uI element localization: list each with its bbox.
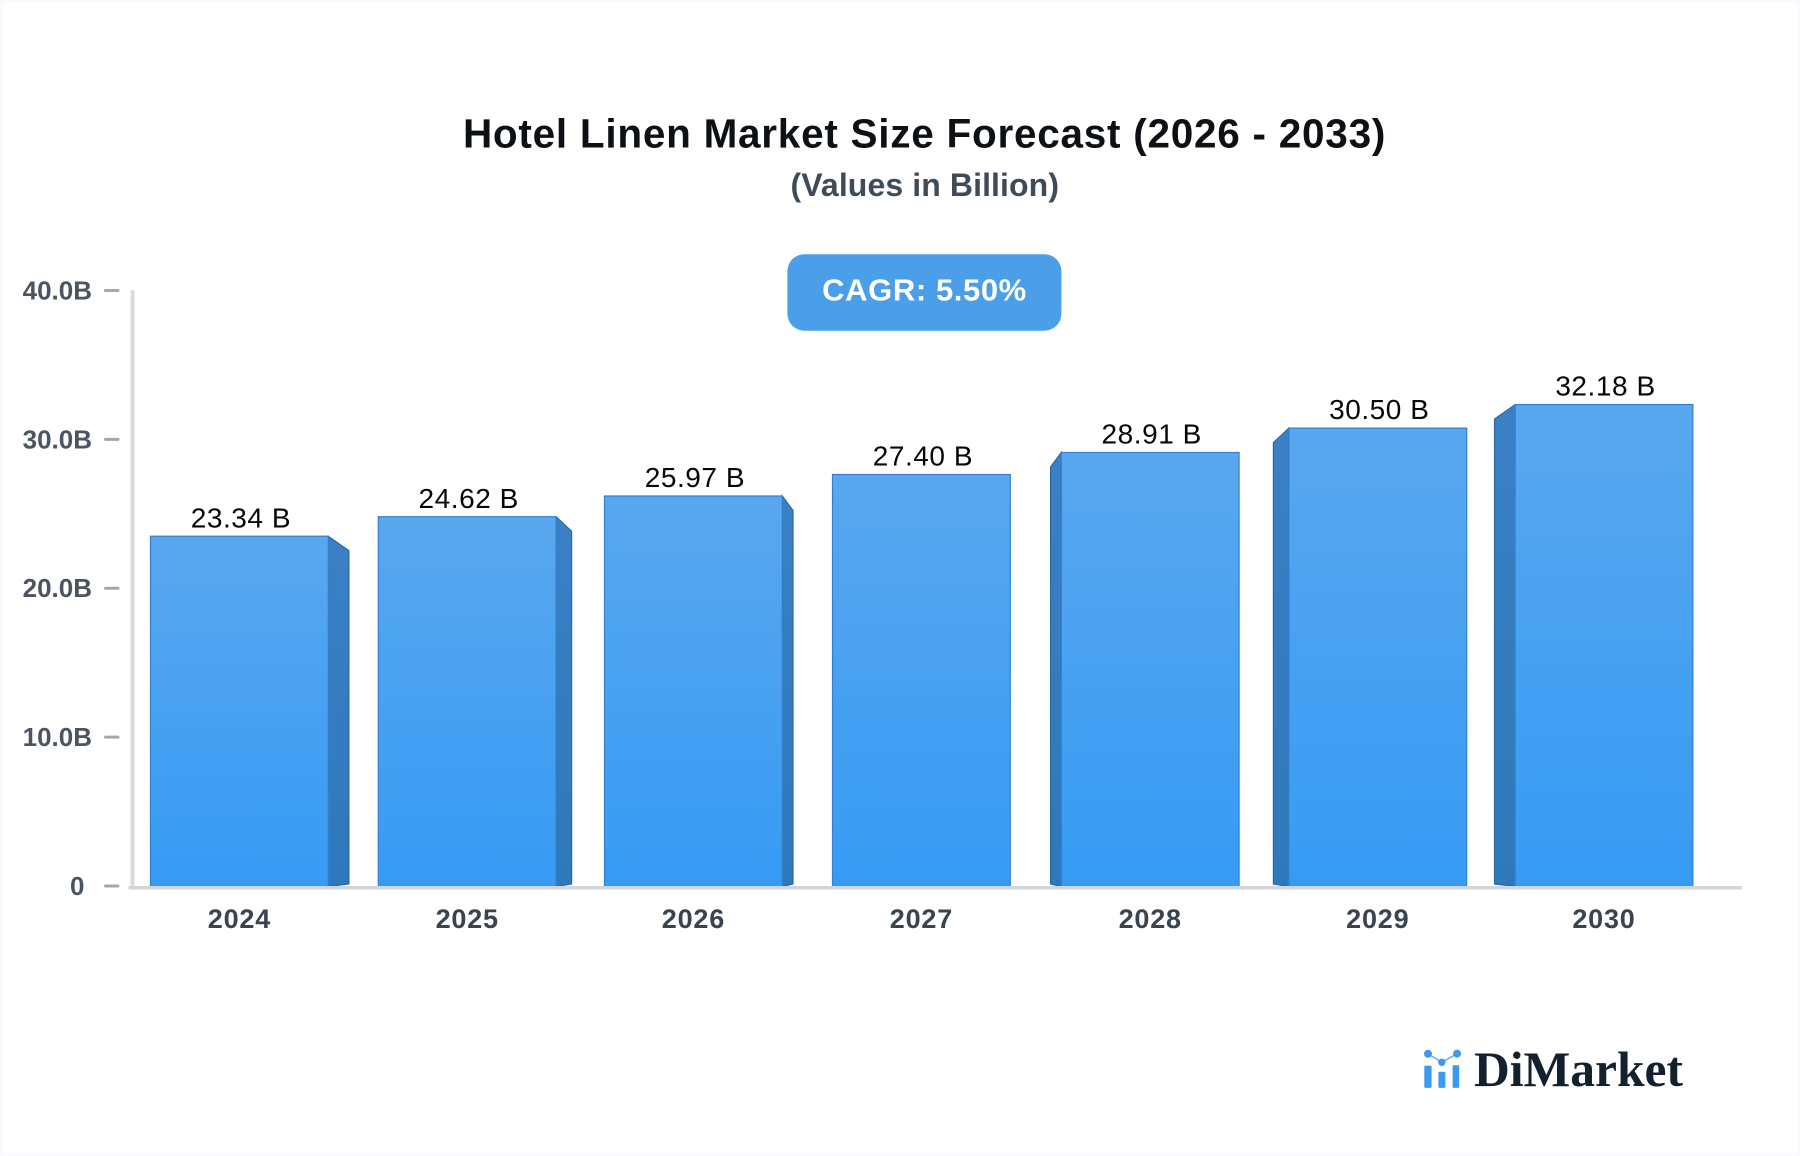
- svg-text:2027: 2027: [890, 904, 953, 934]
- svg-text:0: 0: [70, 871, 84, 901]
- svg-text:30.0B: 30.0B: [23, 424, 92, 454]
- svg-text:2025: 2025: [436, 904, 499, 934]
- svg-text:2026: 2026: [662, 904, 725, 934]
- svg-text:30.50 B: 30.50 B: [1329, 394, 1429, 425]
- svg-text:2030: 2030: [1572, 904, 1635, 934]
- svg-text:24.62 B: 24.62 B: [419, 483, 519, 514]
- svg-text:10.0B: 10.0B: [23, 722, 92, 752]
- svg-text:CAGR: 5.50%: CAGR: 5.50%: [822, 273, 1027, 308]
- svg-text:2028: 2028: [1119, 904, 1182, 934]
- svg-text:27.40 B: 27.40 B: [873, 441, 973, 472]
- svg-text:Hotel Linen Market Size Foreca: Hotel Linen Market Size Forecast (2026 -…: [463, 111, 1386, 157]
- svg-text:20.0B: 20.0B: [23, 573, 92, 603]
- svg-text:(Values in Billion): (Values in Billion): [790, 167, 1059, 203]
- svg-text:40.0B: 40.0B: [23, 275, 92, 305]
- svg-text:2029: 2029: [1346, 904, 1409, 934]
- svg-text:23.34 B: 23.34 B: [191, 502, 291, 533]
- svg-text:25.97 B: 25.97 B: [645, 462, 745, 493]
- svg-text:DiMarket: DiMarket: [1474, 1042, 1683, 1097]
- svg-text:2024: 2024: [208, 904, 271, 934]
- svg-text:32.18 B: 32.18 B: [1555, 371, 1655, 402]
- svg-text:28.91 B: 28.91 B: [1102, 419, 1202, 450]
